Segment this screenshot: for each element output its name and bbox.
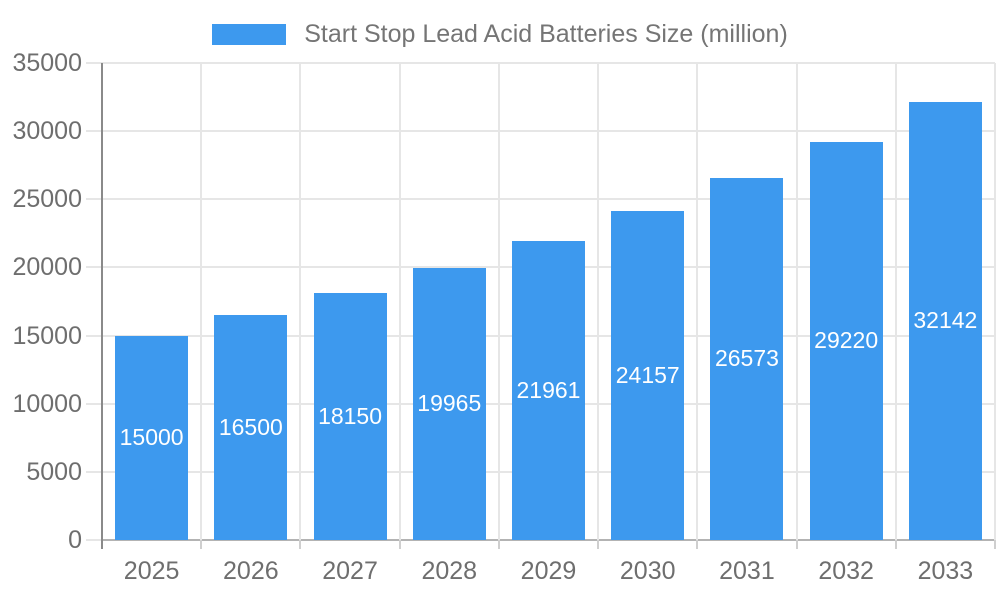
v-gridline [398, 63, 401, 540]
y-tick [86, 334, 102, 337]
bar-value-label: 24157 [615, 361, 680, 388]
x-axis-label: 2031 [719, 557, 775, 585]
bar[interactable]: 19965 [412, 267, 486, 540]
bar-value-label: 19965 [417, 390, 482, 417]
legend-swatch-icon [212, 24, 287, 45]
h-gridline [102, 62, 995, 64]
bar-value-label: 32142 [913, 307, 978, 334]
y-axis-label: 0 [68, 526, 82, 554]
bar-value-label: 26573 [714, 345, 779, 372]
bar-value-label: 15000 [119, 424, 184, 451]
plot-area: 15000 16500 18150 19965 21961 24157 26573 29220… [86, 62, 996, 549]
x-axis-label: 2025 [123, 557, 180, 585]
legend: Start Stop Lead Acid Batteries Size (mil… [0, 20, 1000, 49]
bar[interactable]: 26573 [710, 177, 784, 540]
y-axis-label: 20000 [12, 253, 82, 282]
y-axis-label: 30000 [12, 117, 82, 146]
v-gridline [597, 63, 600, 540]
v-gridline [696, 63, 699, 540]
bar-value-label: 21961 [516, 376, 581, 403]
x-axis-label: 2030 [619, 557, 676, 585]
bar[interactable]: 29220 [809, 141, 883, 540]
h-gridline [102, 130, 995, 133]
y-tick [86, 266, 102, 269]
x-tick [200, 540, 203, 549]
x-axis-label: 2027 [322, 557, 378, 585]
x-tick [696, 540, 699, 549]
y-axis-labels: 0 5000 10000 15000 20000 25000 30000 35000 [0, 49, 82, 554]
baseline [102, 539, 995, 541]
x-axis-label: 2026 [223, 557, 279, 585]
bar[interactable]: 16500 [214, 315, 288, 540]
bar-value-label: 18150 [318, 402, 383, 429]
bar[interactable]: 15000 [115, 335, 189, 540]
x-axis-labels: 2025 2026 2027 2028 2029 2030 2031 2032 2033 [102, 555, 995, 587]
x-tick [597, 540, 600, 549]
bar[interactable]: 32142 [908, 101, 982, 540]
x-tick [795, 540, 798, 549]
y-axis-label: 35000 [12, 49, 82, 77]
x-axis-label: 2032 [818, 557, 874, 585]
v-gridline [497, 63, 500, 540]
bar[interactable]: 18150 [313, 292, 387, 540]
v-gridline [894, 63, 897, 540]
x-tick [299, 540, 302, 549]
y-axis-label: 15000 [12, 321, 82, 350]
v-gridline [795, 63, 798, 540]
v-gridline [994, 63, 996, 540]
bar[interactable]: 21961 [512, 240, 585, 540]
y-axis-label: 5000 [26, 457, 82, 486]
y-tick [86, 130, 102, 133]
x-tick [894, 540, 897, 549]
y-tick [86, 539, 102, 541]
v-gridline [200, 63, 203, 540]
x-axis-label: 2029 [520, 557, 577, 585]
x-tick [398, 540, 401, 549]
bar[interactable]: 24157 [611, 210, 685, 540]
y-axis-line [101, 63, 103, 549]
v-gridline [299, 63, 302, 540]
x-axis-label: 2033 [917, 557, 974, 585]
x-tick [497, 540, 500, 549]
y-tick [86, 62, 102, 64]
bar-value-label: 29220 [814, 327, 879, 354]
h-gridline [102, 198, 995, 201]
y-tick [86, 198, 102, 201]
y-tick [86, 470, 102, 473]
x-tick [994, 540, 996, 549]
y-axis-label: 25000 [12, 185, 82, 214]
x-axis-label: 2028 [421, 557, 478, 585]
bar-value-label: 16500 [218, 414, 283, 441]
y-axis-label: 10000 [12, 389, 82, 418]
legend-label: Start Stop Lead Acid Batteries Size (mil… [304, 20, 788, 48]
y-tick [86, 402, 102, 405]
